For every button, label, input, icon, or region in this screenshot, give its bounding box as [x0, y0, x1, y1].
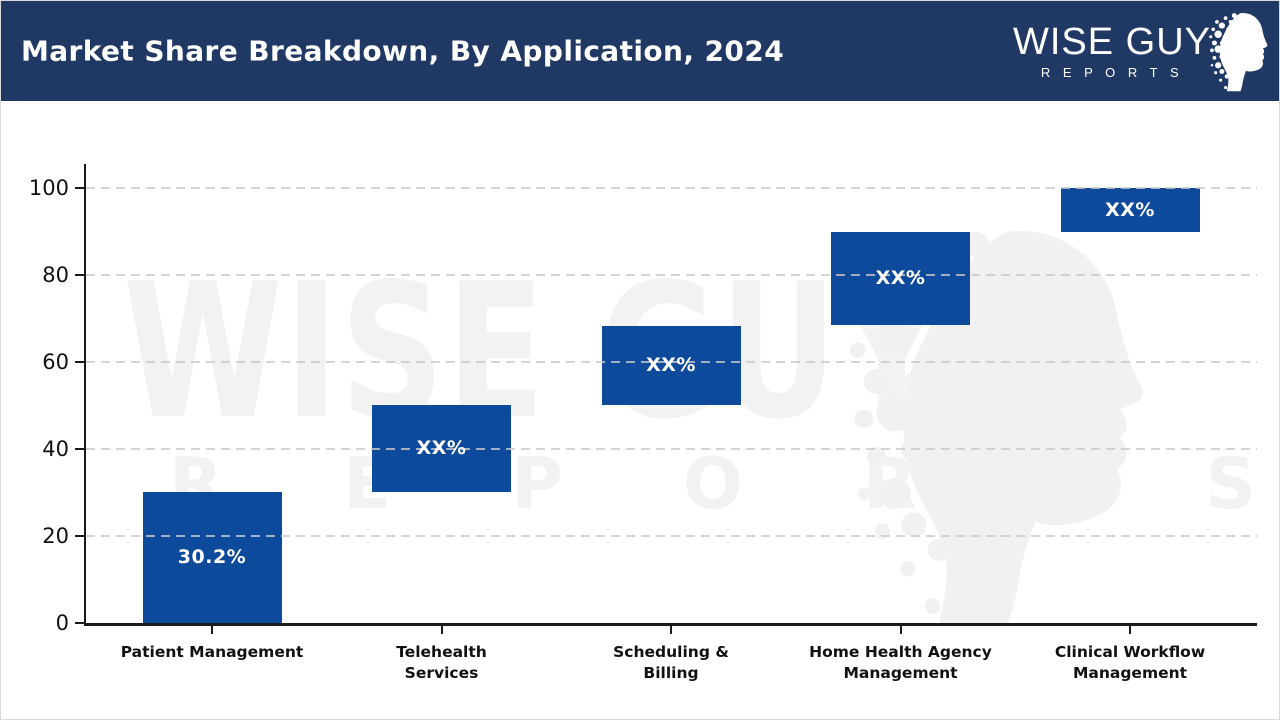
brand-logo: WISE GUY R E P O R T S — [1013, 7, 1269, 95]
y-tick-label: 20 — [42, 524, 69, 548]
x-category-label: Home Health Agency Management — [809, 643, 992, 682]
y-grid-line — [86, 361, 1257, 363]
y-tick-mark — [75, 361, 84, 363]
x-category-label: Clinical Workflow Management — [1054, 643, 1206, 682]
chart-title: Market Share Breakdown, By Application, … — [21, 34, 785, 68]
bar-value-label: XX% — [1105, 198, 1155, 221]
brand-logo-text: WISE GUY R E P O R T S — [1013, 23, 1211, 80]
y-grid-line — [86, 274, 1257, 276]
logo-wordmark: WISE GUY — [1012, 20, 1211, 63]
x-tick-mark — [899, 625, 902, 634]
y-tick-label: 80 — [42, 263, 69, 287]
x-category-label: Scheduling & Billing — [613, 643, 729, 682]
logo-subtext: R E P O R T S — [1040, 64, 1184, 80]
y-grid-line — [86, 448, 1257, 450]
header-banner: Market Share Breakdown, By Application, … — [1, 1, 1279, 101]
x-tick-mark — [211, 625, 213, 634]
bar-value-label: XX% — [646, 354, 696, 377]
bar-value-label: 30.2% — [177, 546, 247, 569]
x-category-label: Patient Management — [120, 643, 304, 661]
y-grid-line — [86, 535, 1257, 537]
bar-value-label: XX% — [416, 437, 467, 460]
y-tick-label: 60 — [42, 350, 69, 374]
dotted-head-profile-icon — [1209, 13, 1268, 92]
watermark-wordmark: WISE GUY — [123, 243, 946, 460]
x-axis-spine — [84, 623, 1257, 626]
y-tick-label: 100 — [28, 176, 69, 200]
bar-value-label: XX% — [875, 267, 926, 290]
x-tick-mark — [1129, 625, 1131, 634]
waterfall-chart: WISE GUY R E P O R T S 0 20 40 60 80 100 30.2%… — [1, 101, 1280, 721]
waterfall-bar-segment — [142, 491, 282, 623]
y-tick-mark — [75, 448, 84, 450]
x-category-label: Telehealth Services — [396, 643, 487, 682]
waterfall-bar-segment — [1060, 188, 1200, 232]
waterfall-bar-segment — [831, 231, 970, 326]
y-tick-mark — [75, 622, 84, 624]
y-tick-label: 40 — [42, 437, 69, 461]
x-tick-mark — [670, 625, 672, 634]
y-grid-line — [86, 187, 1257, 189]
y-tick-mark — [75, 535, 84, 537]
y-axis-spine — [84, 164, 86, 625]
y-tick-label: 0 — [55, 611, 69, 635]
y-tick-mark — [75, 187, 84, 189]
y-tick-mark — [75, 274, 84, 276]
x-tick-mark — [440, 625, 443, 634]
waterfall-bar-segment — [601, 326, 741, 405]
